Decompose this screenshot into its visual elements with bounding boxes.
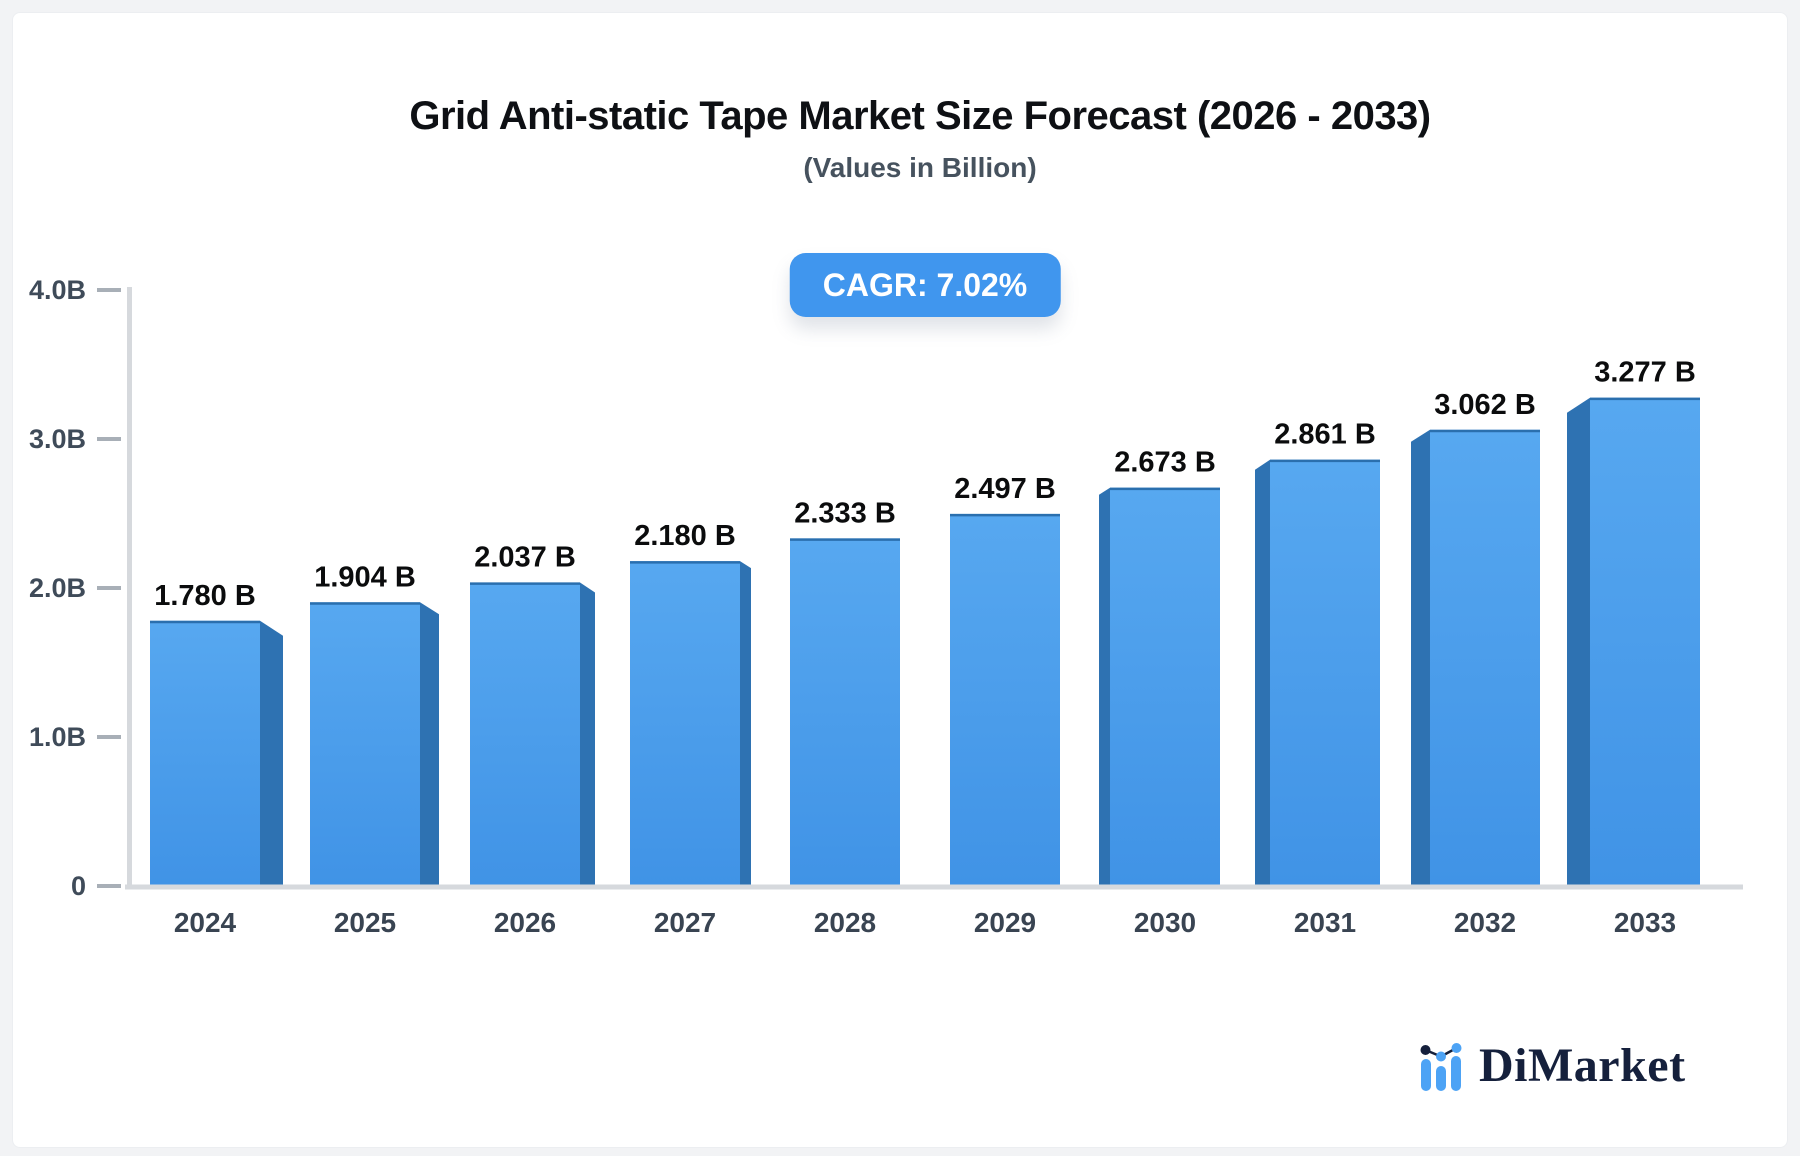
bar-front-face [950, 513, 1060, 886]
bar-side-face [1567, 397, 1590, 886]
bar-side-face [260, 620, 283, 886]
x-tick-label: 2025 [334, 907, 396, 938]
bar-group-2030: 2.673 B 2030 [1099, 447, 1220, 938]
bar-side-face [580, 582, 595, 886]
bar-chart-logo-icon [1420, 1042, 1462, 1091]
bar-front-face [1590, 397, 1700, 886]
bar-group-2033: 3.277 B 2033 [1567, 357, 1700, 938]
x-tick-label: 2028 [814, 907, 876, 938]
bar-value-label: 2.673 B [1114, 447, 1216, 479]
bar-value-label: 2.333 B [794, 497, 896, 529]
bar-value-label: 2.037 B [474, 541, 576, 573]
chart-subtitle: (Values in Billion) [803, 152, 1037, 183]
y-tick-label: 2.0B [29, 573, 86, 603]
bar-value-label: 1.780 B [154, 580, 256, 612]
bar-front-face [630, 561, 740, 886]
bar-value-label: 3.277 B [1594, 357, 1696, 389]
bar-value-label: 3.062 B [1434, 389, 1536, 421]
y-axis-line [127, 287, 132, 888]
bar-front-face [1430, 429, 1540, 886]
bar-group-2026: 2.037 B 2026 [470, 541, 595, 938]
bar-side-face [1099, 487, 1110, 886]
x-axis-line [125, 884, 1743, 890]
bar-group-2024: 1.780 B 2024 [150, 580, 283, 938]
x-tick-label: 2030 [1134, 907, 1196, 938]
bar-front-face [1270, 459, 1380, 886]
bar-value-label: 2.180 B [634, 520, 736, 552]
x-tick-label: 2029 [974, 907, 1036, 938]
brand-name: DiMarket [1479, 1039, 1686, 1092]
bar-value-label: 2.497 B [954, 473, 1056, 505]
x-tick-label: 2033 [1614, 907, 1676, 938]
y-axis: 0 1.0B 2.0B 3.0B 4.0B [29, 275, 132, 901]
x-tick-label: 2026 [494, 907, 556, 938]
bar-group-2031: 2.861 B 2031 [1255, 419, 1380, 938]
bar-group-2029: 2.497 B 2029 [950, 473, 1060, 938]
bar-side-face [1255, 459, 1270, 886]
cagr-badge: CAGR: 7.02% [789, 253, 1061, 317]
bar-front-face [470, 582, 580, 886]
x-tick-label: 2031 [1294, 907, 1356, 938]
x-tick-label: 2032 [1454, 907, 1516, 938]
brand-footer: DiMarket [1420, 1038, 1686, 1093]
bar-side-face [1411, 429, 1430, 886]
chart-title: Grid Anti-static Tape Market Size Foreca… [409, 94, 1431, 138]
bar-group-2032: 3.062 B 2032 [1411, 389, 1540, 938]
bar-value-label: 2.861 B [1274, 419, 1376, 451]
x-tick-label: 2024 [174, 907, 237, 938]
y-tick-label: 3.0B [29, 424, 86, 454]
bar-side-face [740, 561, 751, 886]
bar-front-face [150, 620, 260, 886]
y-tick-label: 4.0B [29, 275, 86, 305]
bar-group-2025: 1.904 B 2025 [310, 561, 439, 938]
bar-front-face [1110, 487, 1220, 886]
bar-value-label: 1.904 B [314, 561, 416, 593]
x-tick-label: 2027 [654, 907, 716, 938]
bar-side-face [420, 602, 439, 886]
bar-front-face [310, 602, 420, 886]
y-tick-label: 1.0B [29, 722, 86, 752]
bar-group-2027: 2.180 B 2027 [630, 520, 751, 938]
bar-group-2028: 2.333 B 2028 [790, 497, 900, 938]
cagr-badge-label: CAGR: 7.02% [822, 267, 1028, 303]
bar-front-face [790, 538, 900, 886]
y-tick-label: 0 [71, 871, 86, 901]
